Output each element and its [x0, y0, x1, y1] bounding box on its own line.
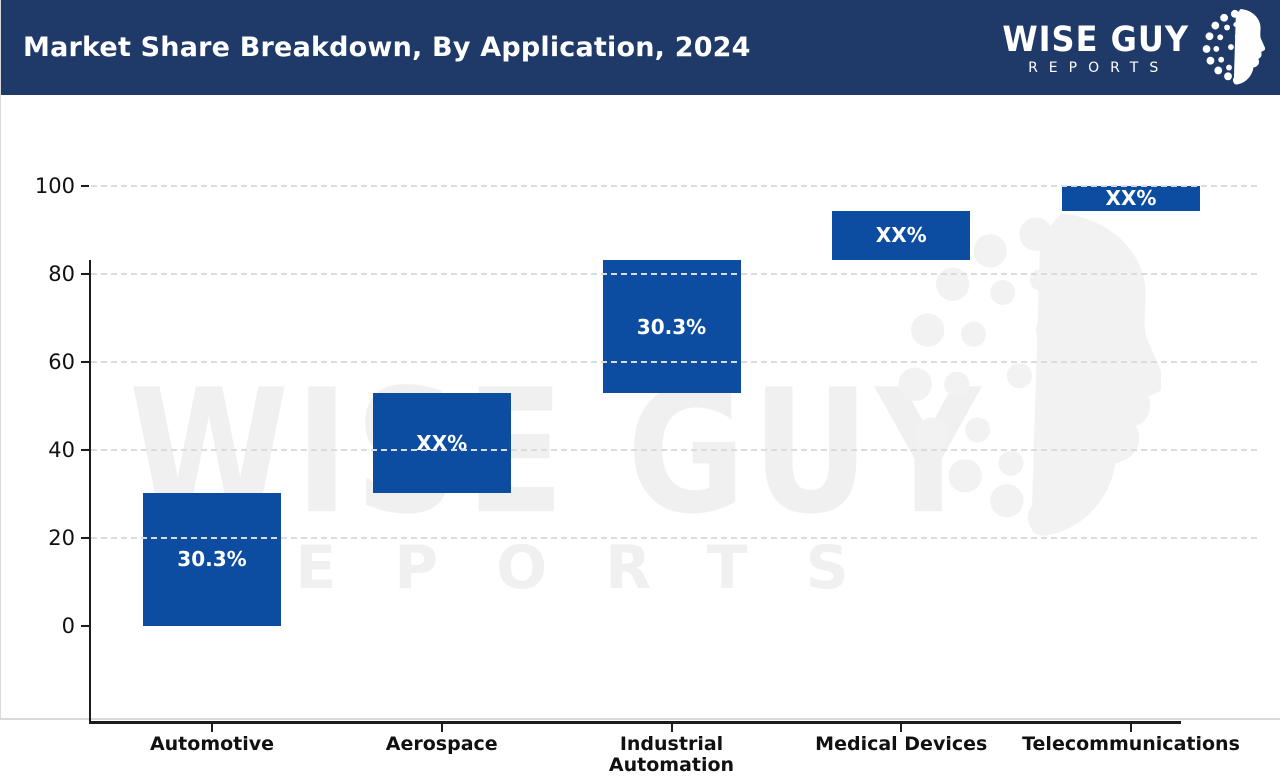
- brand-wordmark: WISE GUY REPORTS: [1002, 17, 1189, 76]
- watermark-dotted-head-icon: [898, 213, 1161, 536]
- gridline-20: [91, 537, 1257, 539]
- y-tick-100: [81, 185, 89, 187]
- brand-logo: WISE GUY REPORTS: [1002, 7, 1265, 89]
- x-tick-label-telecommunications: Telecommunications: [1016, 734, 1246, 755]
- gridline-60: [91, 361, 1257, 363]
- watermark-reports-text: REPORTS: [191, 533, 907, 603]
- y-tick-label-60: 60: [48, 350, 75, 374]
- bar-value-label: 30.3%: [177, 547, 247, 572]
- y-tick-label-100: 100: [34, 174, 75, 198]
- x-tick-industrial-automation: [670, 724, 673, 732]
- gridline-40: [91, 449, 1257, 451]
- header: Market Share Breakdown, By Application, …: [1, 0, 1280, 95]
- x-tick-label-line: Automotive: [149, 733, 275, 755]
- x-tick-label-automotive: Automotive: [97, 734, 327, 755]
- gridline-80: [91, 273, 1257, 275]
- x-tick-label-aerospace: Aerospace: [327, 734, 557, 755]
- bar-industrial-automation: 30.3%: [602, 259, 741, 394]
- bar-value-label: 30.3%: [636, 314, 707, 339]
- gridline-100: [91, 185, 1257, 187]
- brand-subname: REPORTS: [1028, 59, 1170, 76]
- y-tick-0: [81, 625, 89, 627]
- y-tick-60: [81, 361, 89, 363]
- x-tick-telecommunications: [1130, 724, 1132, 732]
- y-tick-label-0: 0: [61, 614, 75, 638]
- dotted-head-icon: [1202, 8, 1265, 84]
- bar-medical-devices: XX%: [832, 210, 971, 260]
- y-tick-label-40: 40: [48, 438, 75, 462]
- y-tick-80: [81, 273, 89, 275]
- y-tick-label-80: 80: [48, 262, 75, 286]
- y-tick-40: [81, 449, 89, 451]
- y-tick-label-20: 20: [48, 526, 75, 550]
- bar-value-label: XX%: [875, 223, 927, 248]
- waterfall-chart: WISE GUY REPORTS 0 20 40 60 80 100 30.3% Automo…: [1, 95, 1280, 776]
- x-tick-label-line: Telecommunications: [1022, 733, 1240, 755]
- bar-telecommunications: XX%: [1062, 186, 1200, 211]
- page-title: Market Share Breakdown, By Application, …: [23, 32, 751, 63]
- x-axis-line: [89, 721, 1181, 724]
- bar-value-label: XX%: [1105, 186, 1157, 211]
- x-tick-label-line: Industrial: [619, 733, 724, 755]
- x-tick-label-medical-devices: Medical Devices: [786, 734, 1016, 755]
- brand-name: WISE GUY: [1002, 17, 1189, 60]
- bar-automotive: 30.3%: [143, 492, 281, 626]
- x-tick-label-line: Aerospace: [385, 733, 498, 755]
- x-tick-label-line: Medical Devices: [815, 733, 988, 755]
- bar-aerospace: XX%: [372, 393, 511, 493]
- y-tick-20: [81, 537, 89, 539]
- x-tick-medical-devices: [900, 724, 903, 732]
- x-tick-label-industrial-automation: Industrial Automation: [557, 734, 787, 776]
- x-tick-aerospace: [440, 724, 443, 732]
- x-tick-automotive: [211, 724, 213, 732]
- bar-value-label: XX%: [416, 430, 468, 455]
- y-axis-line: [89, 260, 91, 724]
- x-tick-label-line: Automation: [608, 754, 735, 776]
